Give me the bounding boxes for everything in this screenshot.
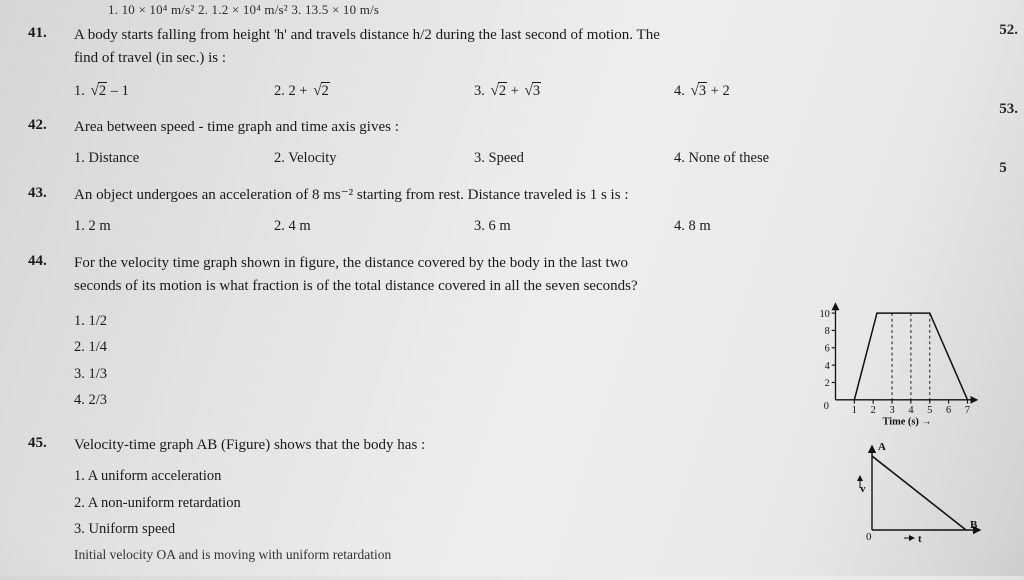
partial-previous-question: 1. 10 × 10⁴ m/s² 2. 1.2 × 10⁴ m/s² 3. 13… bbox=[108, 2, 988, 18]
svg-text:Time (s) →: Time (s) → bbox=[882, 416, 931, 427]
options-column: 1. A uniform acceleration 2. A non-unifo… bbox=[74, 463, 830, 567]
question-stem: Velocity-time graph AB (Figure) shows th… bbox=[74, 434, 830, 457]
side-number: 5 bbox=[999, 160, 1018, 177]
velocity-time-graph-trapezoid: 246810 1234567 0 Time (s) → bbox=[798, 298, 988, 430]
option-4: 4. 3 + 2 bbox=[674, 77, 874, 105]
option-3: 3. Speed bbox=[474, 145, 674, 171]
svg-text:8: 8 bbox=[825, 326, 830, 337]
sqrt-icon: 2 bbox=[311, 79, 330, 103]
question-number: 41. bbox=[28, 24, 74, 42]
option-2: 2. Velocity bbox=[274, 145, 474, 171]
svg-text:0: 0 bbox=[824, 401, 829, 412]
stem-line: find of travel (in sec.) is : bbox=[74, 50, 226, 66]
question-41: 41. A body starts falling from height 'h… bbox=[28, 24, 988, 112]
adjacent-page-numbers: 52. 53. 5 bbox=[999, 22, 1018, 239]
svg-text:2: 2 bbox=[825, 378, 830, 389]
option-3: 3. 2 + 3 bbox=[474, 77, 674, 105]
question-45: 45. Velocity-time graph AB (Figure) show… bbox=[28, 434, 988, 576]
option-4: 4. 2/3 bbox=[74, 387, 788, 413]
question-44: 44. For the velocity time graph shown in… bbox=[28, 252, 988, 431]
question-number: 42. bbox=[28, 116, 74, 134]
question-number: 45. bbox=[28, 434, 74, 452]
option-4: 4. 8 m bbox=[674, 213, 874, 239]
svg-text:t: t bbox=[918, 533, 922, 545]
option-2: 2. 1/4 bbox=[74, 334, 788, 360]
option-1: 1. 2 – 1 bbox=[74, 77, 274, 105]
svg-text:v: v bbox=[860, 483, 866, 495]
stem-line: seconds of its motion is what fraction i… bbox=[74, 278, 638, 294]
options-row: 1. 2 m 2. 4 m 3. 6 m 4. 8 m bbox=[74, 213, 988, 239]
sqrt-icon: 3 bbox=[523, 79, 542, 103]
option-2: 2. A non-uniform retardation bbox=[74, 490, 830, 516]
option-1: 1. Distance bbox=[74, 145, 274, 171]
sqrt-icon: 3 bbox=[689, 79, 708, 103]
question-42: 42. Area between speed - time graph and … bbox=[28, 116, 988, 180]
svg-text:B: B bbox=[970, 519, 978, 531]
question-number: 43. bbox=[28, 184, 74, 202]
question-stem: A body starts falling from height 'h' an… bbox=[74, 24, 988, 71]
svg-text:A: A bbox=[878, 441, 886, 453]
option-1: 1. A uniform acceleration bbox=[74, 463, 830, 489]
question-stem: An object undergoes an acceleration of 8… bbox=[74, 184, 988, 207]
svg-text:6: 6 bbox=[946, 405, 951, 416]
options-row: 1. 2 – 1 2. 2 + 2 3. 2 + 3 4. 3 + 2 bbox=[74, 77, 988, 105]
svg-text:2: 2 bbox=[871, 405, 876, 416]
option-1: 1. 2 m bbox=[74, 213, 274, 239]
svg-text:0: 0 bbox=[866, 531, 872, 543]
option-4: 4. None of these bbox=[674, 145, 874, 171]
svg-text:3: 3 bbox=[889, 405, 894, 416]
option-3: 3. 1/3 bbox=[74, 361, 788, 387]
svg-text:10: 10 bbox=[819, 309, 829, 320]
option-2: 2. 2 + 2 bbox=[274, 77, 474, 105]
sqrt-icon: 2 bbox=[89, 79, 108, 103]
svg-text:4: 4 bbox=[908, 405, 914, 416]
svg-text:1: 1 bbox=[852, 405, 857, 416]
question-stem: Area between speed - time graph and time… bbox=[74, 116, 988, 139]
svg-text:7: 7 bbox=[965, 405, 970, 416]
option-3: 3. 6 m bbox=[474, 213, 674, 239]
side-number: 52. bbox=[999, 22, 1018, 39]
svg-text:4: 4 bbox=[825, 361, 831, 372]
stem-line: For the velocity time graph shown in fig… bbox=[74, 255, 628, 271]
velocity-time-graph-line: A B v t 0 bbox=[848, 438, 988, 546]
stem-line: A body starts falling from height 'h' an… bbox=[74, 27, 660, 43]
side-number: 53. bbox=[999, 101, 1018, 118]
question-stem: For the velocity time graph shown in fig… bbox=[74, 252, 988, 299]
question-43: 43. An object undergoes an acceleration … bbox=[28, 184, 988, 248]
option-2: 2. 4 m bbox=[274, 213, 474, 239]
sqrt-icon: 2 bbox=[489, 79, 508, 103]
options-column: 1. 1/2 2. 1/4 3. 1/3 4. 2/3 bbox=[74, 308, 788, 414]
options-row: 1. Distance 2. Velocity 3. Speed 4. None… bbox=[74, 145, 988, 171]
svg-text:6: 6 bbox=[825, 344, 830, 355]
option-1: 1. 1/2 bbox=[74, 308, 788, 334]
option-partial: Initial velocity OA and is moving with u… bbox=[74, 543, 830, 568]
option-3: 3. Uniform speed bbox=[74, 516, 830, 542]
svg-text:5: 5 bbox=[927, 405, 932, 416]
question-number: 44. bbox=[28, 252, 74, 270]
